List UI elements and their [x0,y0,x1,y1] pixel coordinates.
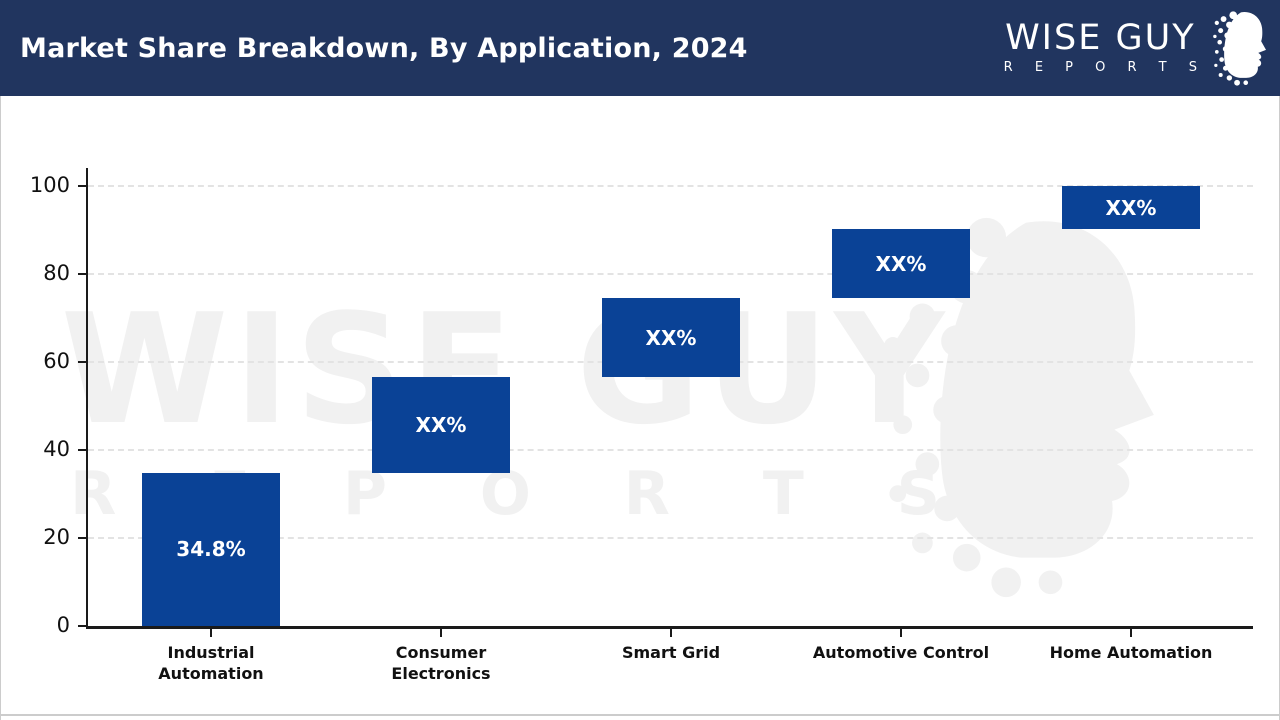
y-tick-label: 0 [56,613,70,637]
y-tick-label: 40 [43,437,70,461]
gridline [88,273,1253,275]
bar-segment: 34.8% [142,472,280,626]
logo-name: WISE GUY [1005,18,1196,58]
y-tick [78,185,88,187]
x-category-label: Automotive Control [812,643,990,662]
chart-title: Market Share Breakdown, By Application, … [20,32,748,64]
gridline [88,185,1253,187]
y-tick [78,273,88,275]
header-bar: Market Share Breakdown, By Application, … [0,0,1280,96]
y-tick-label: 20 [43,525,70,549]
bar-value-label: XX% [1105,195,1157,220]
y-tick-label: 60 [43,349,70,373]
y-tick-label: 80 [43,261,70,285]
x-tick [210,629,212,637]
x-tick [440,629,442,637]
y-tick [78,361,88,363]
y-tick-label: 100 [29,173,70,197]
y-axis-line [86,168,88,628]
bar-segment: XX% [602,298,740,377]
bar-segment: XX% [372,376,510,473]
x-tick [670,629,672,637]
y-tick [78,449,88,451]
logo-subtext: R E P O R T S [1003,60,1206,75]
x-tick [1130,629,1132,637]
bar-value-label: XX% [415,412,467,437]
logo-wordmark: WISE GUY R E P O R T S [995,18,1206,76]
x-axis-line [86,626,1253,629]
x-category-label: Smart Grid [621,643,721,662]
gridline [88,537,1253,539]
x-tick [900,629,902,637]
y-tick [78,537,88,539]
waterfall-chart: 0 20 40 60 80 100 34.8% XX% XX% XX% XX% Industrial … [0,96,1280,720]
x-category-label: Consumer Electronics [391,643,491,683]
wiseguy-logo: WISE GUY R E P O R T S [995,9,1266,87]
wiseguy-face-icon [1212,9,1266,87]
bar-segment: XX% [1062,186,1200,230]
bar-segment: XX% [832,229,970,299]
bar-value-label: 34.8% [176,537,246,562]
y-tick [78,625,88,627]
bar-value-label: XX% [875,251,927,276]
edge-left [0,96,1,720]
edge-bottom [0,714,1280,716]
gridline [88,449,1253,451]
chart-canvas: WISE GUY R E P O R T S 0 20 40 60 80 100 34.8%… [0,96,1280,720]
x-category-label: Industrial Automation [158,643,264,683]
bar-value-label: XX% [645,325,697,350]
x-category-label: Home Automation [1049,643,1213,662]
